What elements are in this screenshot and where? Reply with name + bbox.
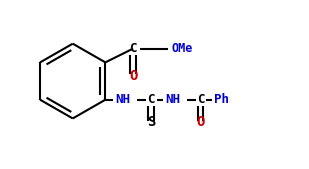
Text: Ph: Ph (214, 93, 229, 106)
Text: S: S (147, 115, 155, 129)
Text: O: O (196, 115, 205, 129)
Text: C: C (197, 93, 204, 106)
Text: O: O (129, 69, 137, 83)
Text: C: C (129, 42, 137, 55)
Text: OMe: OMe (172, 42, 193, 55)
Text: NH: NH (115, 93, 130, 106)
Text: C: C (147, 93, 155, 106)
Text: NH: NH (165, 93, 180, 106)
